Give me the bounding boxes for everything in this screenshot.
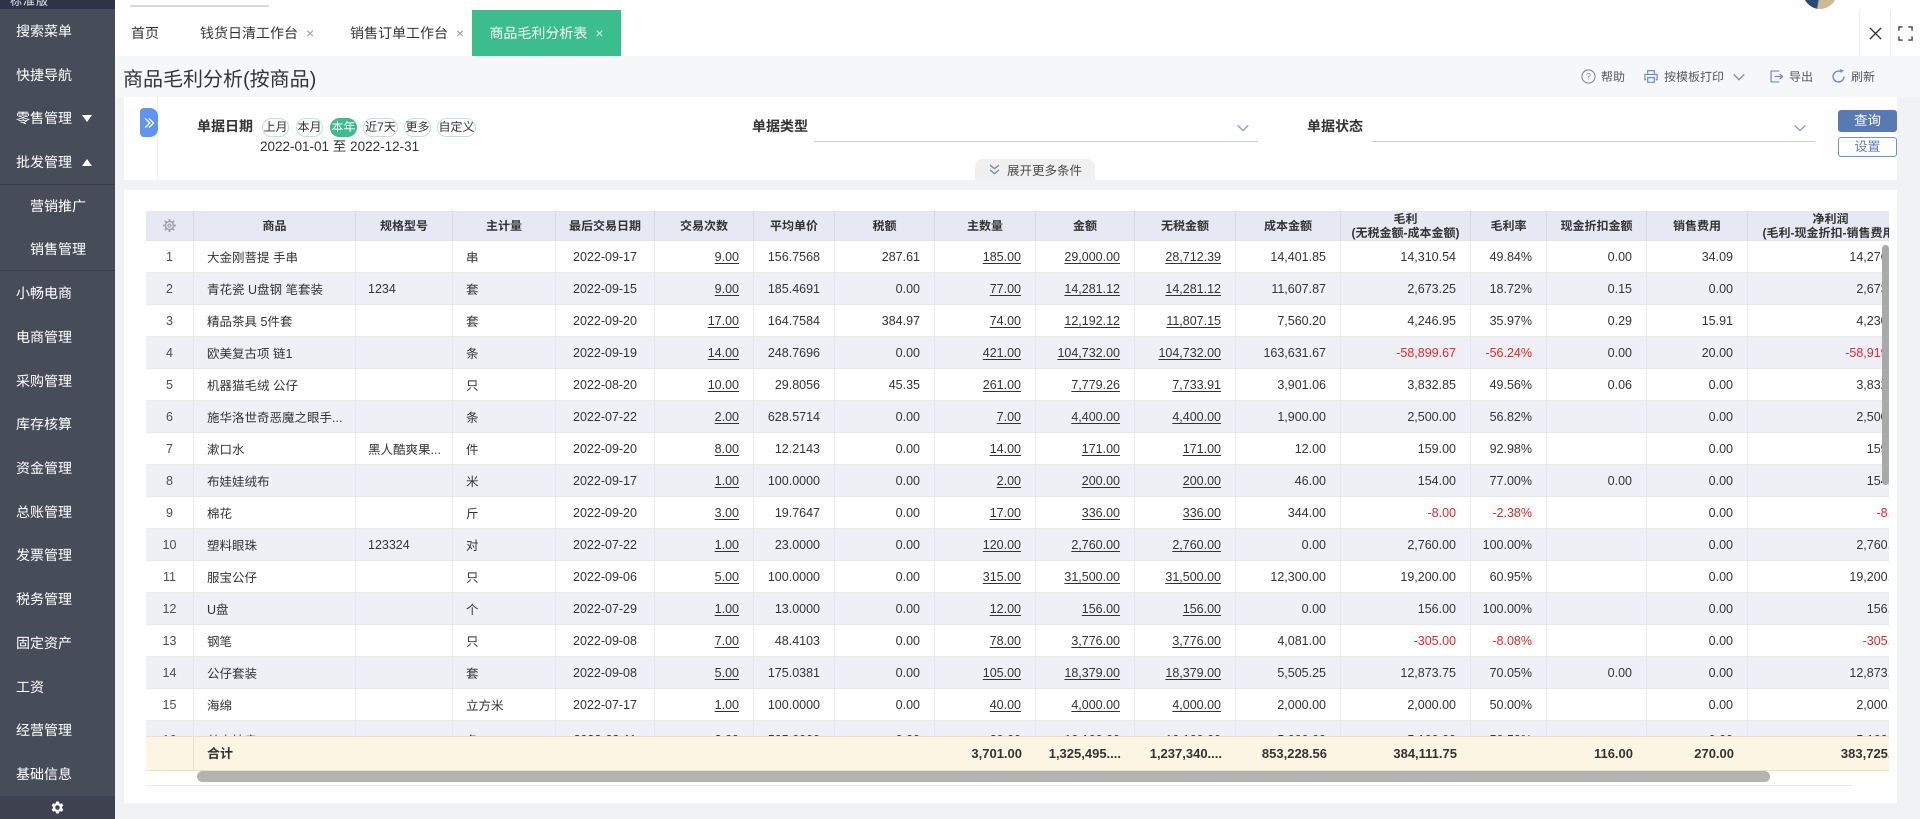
svg-text:?: ? [1586,72,1591,82]
